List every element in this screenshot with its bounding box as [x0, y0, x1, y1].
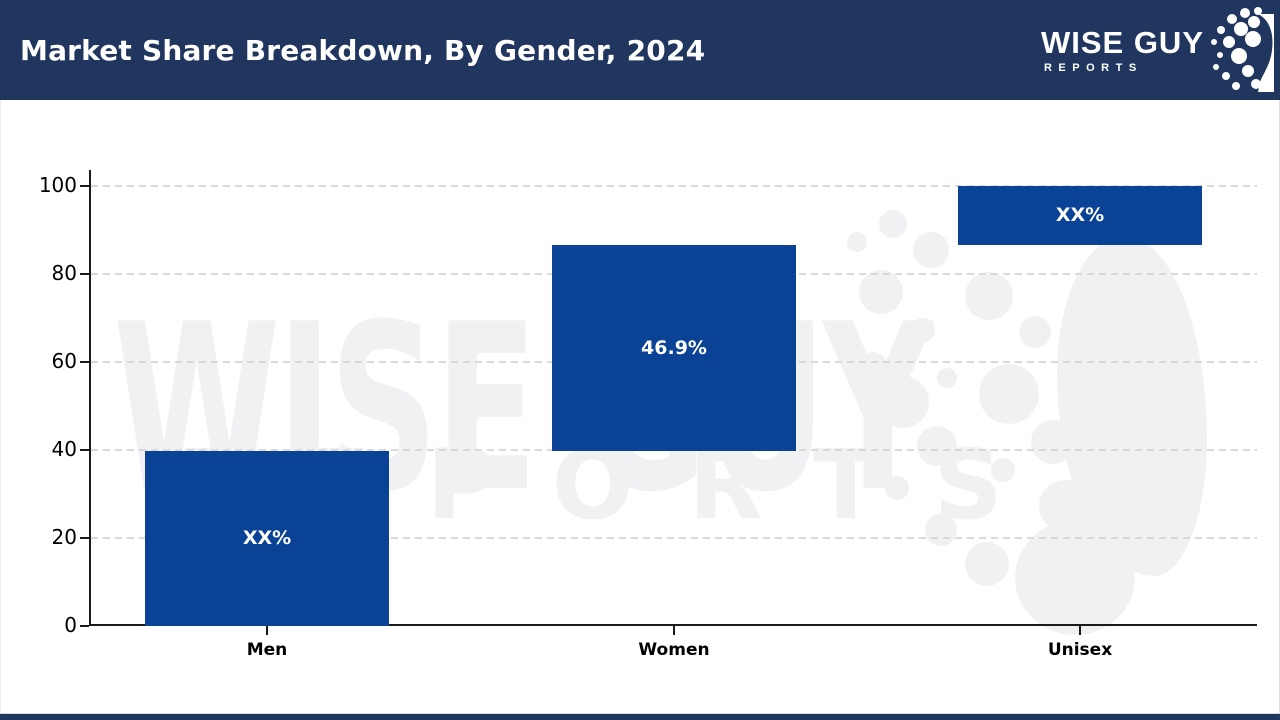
- bar-value-label: 46.9%: [641, 336, 707, 359]
- watermark-dot: [859, 270, 903, 314]
- y-tick-label: 40: [51, 437, 77, 461]
- bar: XX%: [958, 186, 1202, 245]
- chart-area: WISE GUY REPORTS 0 20 40 60 80 100 XX% Men 46.9%…: [0, 100, 1280, 713]
- x-axis-tick: [266, 626, 268, 635]
- watermark-dot: [1019, 316, 1051, 348]
- watermark-dot: [979, 364, 1039, 424]
- watermark-dot: [879, 210, 907, 238]
- watermark-dot: [937, 368, 957, 388]
- bar: XX%: [145, 450, 389, 626]
- grid-line: [91, 537, 1257, 539]
- x-axis-tick: [1079, 626, 1081, 635]
- watermark-dot: [877, 376, 929, 428]
- footer-bar: [0, 713, 1280, 720]
- logo-face-icon: [1211, 7, 1274, 92]
- watermark-dot: [1027, 576, 1055, 604]
- watermark-dot: [913, 232, 949, 268]
- x-axis-tick: [673, 626, 675, 635]
- watermark-dot: [859, 352, 887, 380]
- y-axis-tick: [80, 361, 89, 363]
- watermark-dot: [885, 476, 909, 500]
- x-tick-label: Women: [638, 640, 710, 660]
- watermark-dot: [1031, 420, 1075, 464]
- watermark-dot: [991, 458, 1015, 482]
- y-tick-label: 60: [51, 349, 77, 373]
- bar: 46.9%: [552, 244, 796, 451]
- y-tick-label: 0: [64, 613, 77, 637]
- wise-guy-reports-logo: WISE GUY REPORTS: [1041, 5, 1274, 95]
- watermark-dot: [1039, 480, 1091, 532]
- logo-wordmark: WISE GUY: [1040, 24, 1204, 60]
- y-axis-tick: [80, 537, 89, 539]
- plot-area: 0 20 40 60 80 100 XX% Men 46.9% Women XX% Unisex: [39, 170, 1257, 660]
- x-tick-label: Unisex: [1047, 640, 1113, 660]
- y-tick-label: 80: [51, 261, 77, 285]
- watermark-dot: [925, 514, 957, 546]
- y-axis-tick: [80, 625, 89, 627]
- x-tick-label: Men: [246, 640, 288, 660]
- y-axis-tick: [80, 273, 89, 275]
- watermark-dot: [847, 232, 867, 252]
- chart-header: Market Share Breakdown, By Gender, 2024 …: [0, 0, 1280, 100]
- bar-value-label: XX%: [242, 527, 292, 550]
- watermark-dot: [965, 542, 1009, 586]
- bar-value-label: XX%: [1055, 204, 1105, 227]
- y-tick-label: 100: [38, 173, 77, 197]
- watermark-dot: [917, 426, 957, 466]
- logo-subtitle: REPORTS: [1043, 61, 1143, 74]
- grid-line: [91, 185, 1257, 187]
- y-axis-tick: [80, 449, 89, 451]
- watermark-dot: [911, 318, 935, 342]
- chart-title: Market Share Breakdown, By Gender, 2024: [20, 33, 706, 67]
- watermark-dot: [965, 272, 1013, 320]
- y-tick-label: 20: [51, 525, 77, 549]
- y-axis-tick: [80, 185, 89, 187]
